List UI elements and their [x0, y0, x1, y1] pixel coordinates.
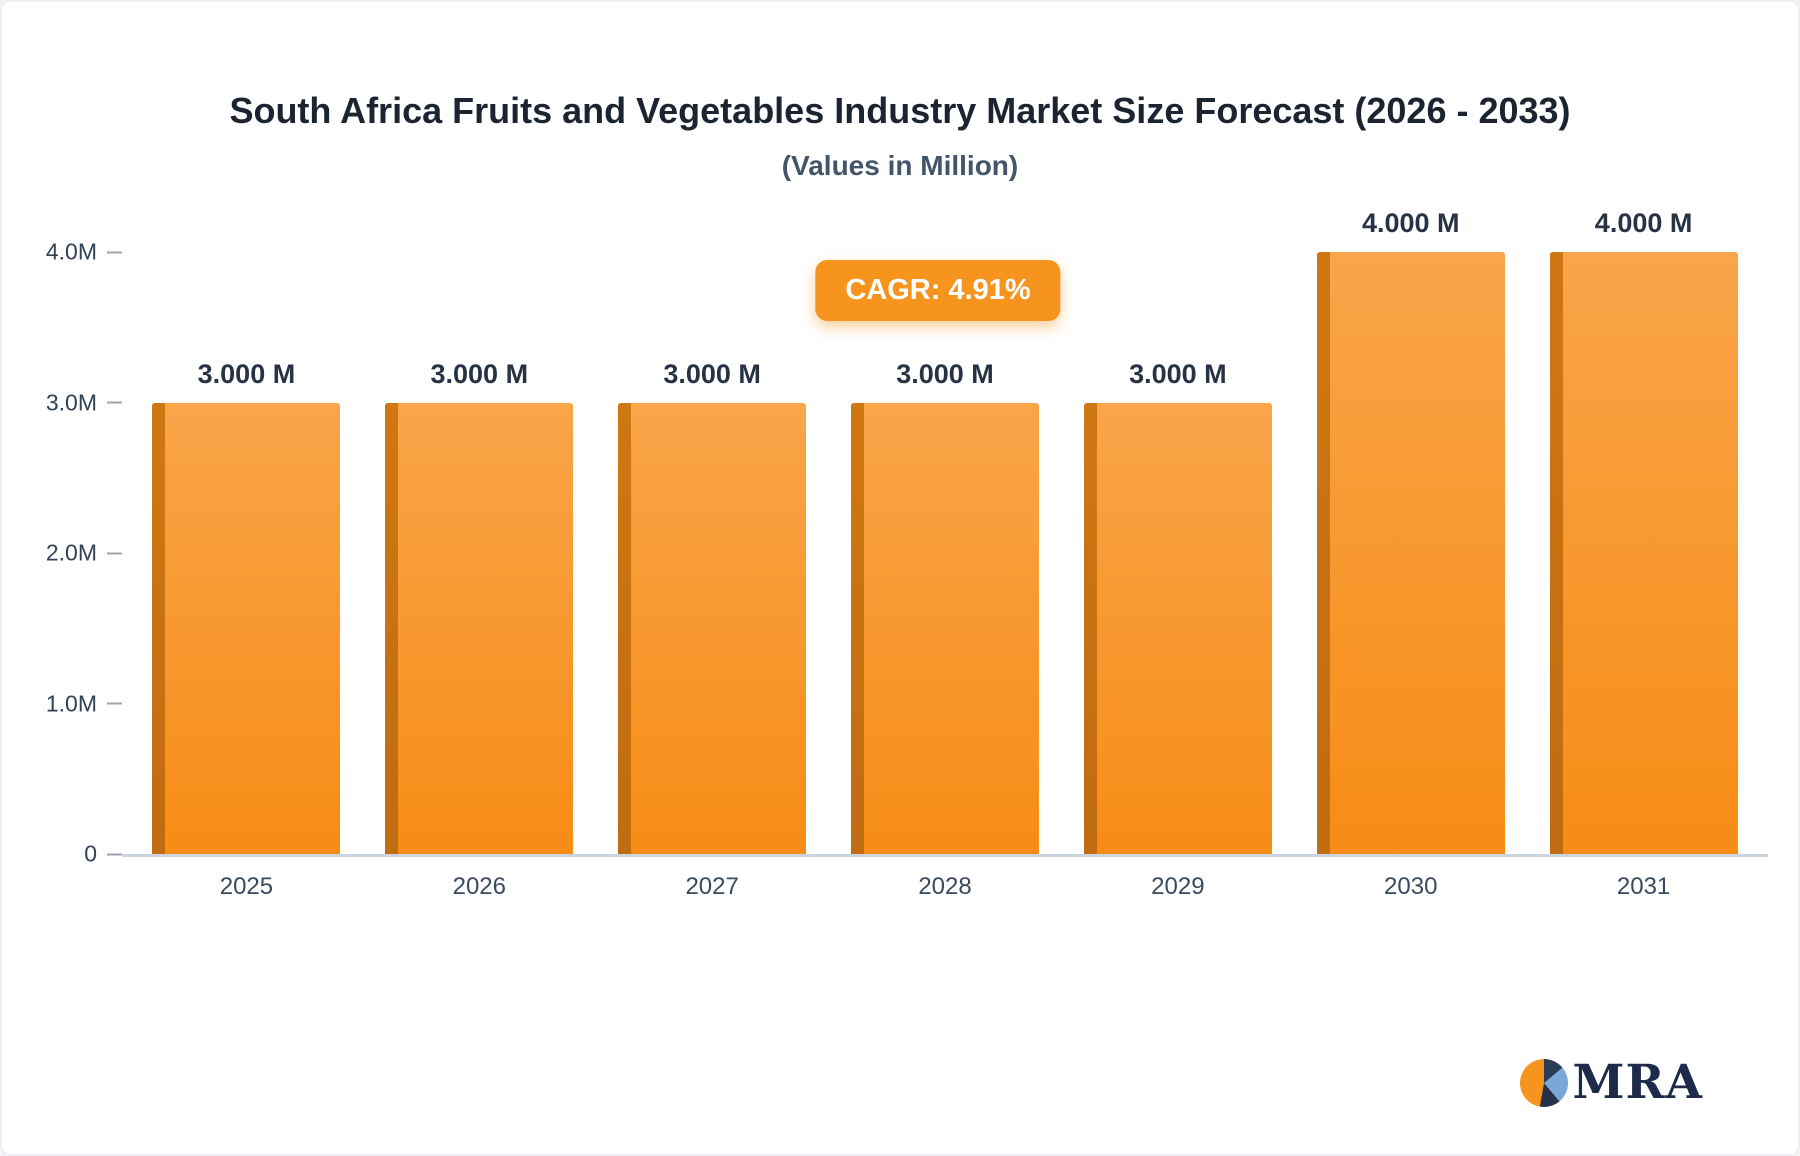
bar-2025: 3.000 M: [152, 359, 341, 854]
bar-value-label: 3.000 M: [197, 358, 296, 389]
y-tick-label: 2.0M: [45, 539, 97, 566]
y-tick-label: 0: [84, 840, 97, 867]
y-tick-label: 3.0M: [45, 389, 97, 415]
y-tick: 1.0M: [46, 690, 122, 717]
y-tick: 3.0M: [46, 389, 122, 416]
bar-2026: 3.000 M: [385, 359, 574, 854]
bar-slot: 3.000 M: [596, 252, 829, 854]
bar-2027: 3.000 M: [618, 359, 807, 854]
y-tick: 4.0M: [46, 239, 122, 266]
y-tick-dash: [107, 401, 122, 404]
bar-value-label: 3.000 M: [663, 358, 761, 389]
mra-logo-text: MRA: [1572, 1055, 1703, 1110]
bar-slot: 3.000 M: [1061, 252, 1294, 854]
bar-value-label: 3.000 M: [430, 358, 529, 389]
bar-2031: 4.000 M: [1549, 208, 1738, 854]
y-tick-dash: [107, 702, 122, 705]
chart-subtitle: (Values in Million): [781, 150, 1019, 181]
x-axis-label: 2026: [452, 873, 506, 900]
bar-value-label: 3.000 M: [1129, 358, 1227, 389]
y-tick-dash: [107, 251, 122, 253]
cagr-badge: CAGR: 4.91%: [815, 260, 1061, 321]
y-tick-dash: [107, 853, 122, 855]
y-tick: 0: [84, 841, 122, 868]
y-tick-dash: [107, 552, 122, 554]
bar-value-label: 4.000 M: [1594, 208, 1693, 238]
x-axis: 2025 2026 2027 2028 2029 2030 2031: [122, 873, 1768, 901]
bar-slot: 3.000 M: [130, 252, 363, 854]
y-tick: 2.0M: [46, 540, 122, 567]
bar-value-label: 4.000 M: [1361, 208, 1460, 238]
bar-2028: 3.000 M: [851, 359, 1039, 854]
chart-title: South Africa Fruits and Vegetables Indus…: [229, 90, 1571, 131]
y-axis: 0 1.0M 2.0M 3.0M 4.0M: [30, 239, 122, 867]
x-axis-label: 2025: [219, 873, 274, 900]
bar-slot: 3.000 M: [363, 252, 596, 854]
x-axis-label: 2029: [1151, 873, 1205, 900]
x-axis-label: 2031: [1616, 873, 1671, 900]
x-axis-label: 2028: [918, 873, 972, 900]
mra-pie-icon: [1520, 1058, 1569, 1107]
x-axis-label: 2030: [1384, 873, 1438, 900]
bar-2030: 4.000 M: [1316, 208, 1505, 854]
bar-slot: 4.000 M: [1527, 208, 1760, 854]
bar-value-label: 3.000 M: [896, 358, 994, 389]
y-tick-label: 4.0M: [45, 238, 97, 265]
plot-column: 3.000 M 3.000 M 3.000 M 3.000 M 3.000 M 4.000…: [122, 208, 1768, 901]
y-tick-label: 1.0M: [45, 690, 97, 716]
x-axis-label: 2027: [685, 873, 739, 900]
bar-2029: 3.000 M: [1083, 359, 1272, 854]
mra-logo: MRA: [1520, 1055, 1703, 1110]
bar-slot: 3.000 M: [829, 252, 1062, 854]
plot-area: 3.000 M 3.000 M 3.000 M 3.000 M 3.000 M 4.000…: [122, 208, 1768, 857]
bar-slot: 4.000 M: [1294, 208, 1527, 854]
